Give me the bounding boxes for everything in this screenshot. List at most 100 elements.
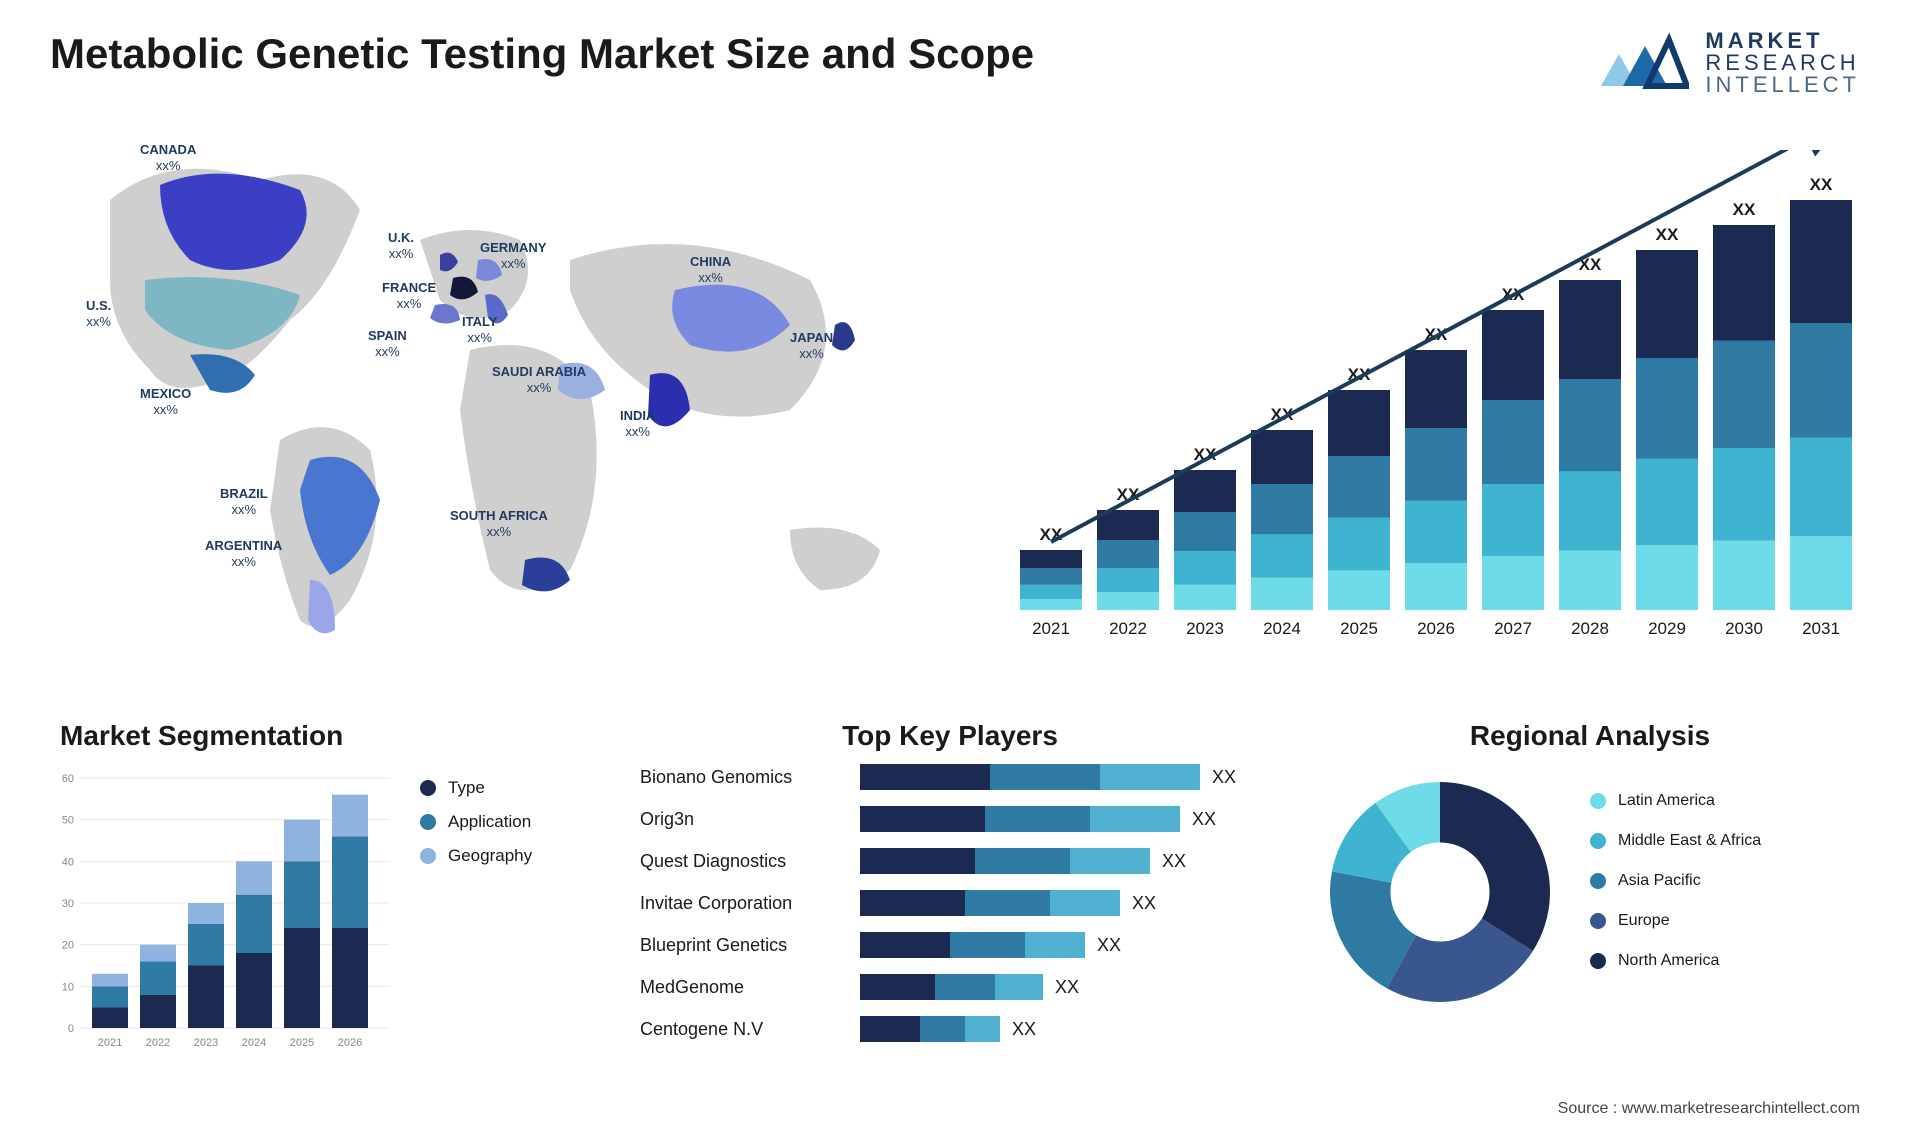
seg-bar-2021-type <box>92 1007 128 1028</box>
map-label-india: INDIAxx% <box>620 408 655 439</box>
logo-text-1: MARKET <box>1705 30 1860 52</box>
main-xaxis-2023: 2023 <box>1186 619 1224 638</box>
kp-value: XX <box>1192 809 1216 830</box>
regional-donut-chart <box>1310 762 1570 1022</box>
regional-analysis-section: Regional Analysis Latin AmericaMiddle Ea… <box>1310 720 1870 1080</box>
svg-text:10: 10 <box>62 981 74 993</box>
segmentation-legend: TypeApplicationGeography <box>420 778 532 880</box>
main-bar-2021-seg3 <box>1020 550 1082 568</box>
regional-legend-europe: Europe <box>1590 912 1761 930</box>
main-bar-2023-seg2 <box>1174 512 1236 551</box>
kp-bar: XX <box>860 764 1260 790</box>
kp-bar: XX <box>860 1016 1260 1042</box>
donut-slice-north-america <box>1440 782 1550 951</box>
seg-bar-2026-geography <box>332 795 368 837</box>
svg-text:2023: 2023 <box>194 1037 218 1049</box>
kp-seg-1 <box>985 806 1090 832</box>
main-bar-2024-seg3 <box>1251 430 1313 484</box>
kp-seg-2 <box>1025 932 1085 958</box>
seg-bar-2026-application <box>332 836 368 928</box>
kp-seg-0 <box>860 764 990 790</box>
key-players-title: Top Key Players <box>640 720 1260 752</box>
kp-row-medgenome: MedGenome XX <box>640 970 1260 1004</box>
kp-seg-2 <box>1100 764 1200 790</box>
seg-bar-2025-geography <box>284 820 320 862</box>
kp-row-blueprint-genetics: Blueprint GeneticsXX <box>640 928 1260 962</box>
main-bar-2030-seg3 <box>1713 225 1775 341</box>
seg-bar-2023-type <box>188 966 224 1029</box>
map-label-saudi-arabia: SAUDI ARABIAxx% <box>492 364 586 395</box>
kp-seg-1 <box>990 764 1100 790</box>
main-bar-2021-seg0 <box>1020 599 1082 610</box>
main-bar-2029-seg3 <box>1636 250 1698 358</box>
kp-value: XX <box>1012 1019 1036 1040</box>
kp-bar: XX <box>860 932 1260 958</box>
kp-label: Quest Diagnostics <box>640 851 860 872</box>
main-bar-2031-seg0 <box>1790 536 1852 610</box>
main-bar-2030-seg0 <box>1713 541 1775 610</box>
main-bar-2029-seg2 <box>1636 358 1698 459</box>
kp-label: Blueprint Genetics <box>640 935 860 956</box>
kp-seg-2 <box>1090 806 1180 832</box>
main-bar-2025-seg2 <box>1328 456 1390 518</box>
kp-label: Invitae Corporation <box>640 893 860 914</box>
svg-text:0: 0 <box>68 1023 74 1035</box>
kp-seg-0 <box>860 932 950 958</box>
seg-bar-2022-application <box>140 961 176 994</box>
kp-seg-2 <box>995 974 1043 1000</box>
main-forecast-bar-chart: XXXXXXXXXXXXXXXXXXXXXX 20212022202320242… <box>1000 150 1860 650</box>
svg-text:40: 40 <box>62 856 74 868</box>
map-label-u-k-: U.K.xx% <box>388 230 414 261</box>
main-bar-2026-seg2 <box>1405 428 1467 501</box>
seg-bar-2024-application <box>236 895 272 953</box>
kp-value: XX <box>1212 767 1236 788</box>
kp-value: XX <box>1162 851 1186 872</box>
kp-seg-1 <box>965 890 1050 916</box>
map-label-china: CHINAxx% <box>690 254 731 285</box>
map-label-south-africa: SOUTH AFRICAxx% <box>450 508 548 539</box>
main-xaxis-2028: 2028 <box>1571 619 1609 638</box>
kp-seg-1 <box>950 932 1025 958</box>
kp-seg-1 <box>975 848 1070 874</box>
kp-seg-0 <box>860 848 975 874</box>
kp-row-quest-diagnostics: Quest Diagnostics XX <box>640 844 1260 878</box>
logo-text-3: INTELLECT <box>1705 74 1860 96</box>
logo-text-2: RESEARCH <box>1705 52 1860 74</box>
main-bar-2022-seg1 <box>1097 568 1159 592</box>
kp-seg-1 <box>935 974 995 1000</box>
seg-bar-2023-geography <box>188 903 224 924</box>
map-country-japan <box>832 322 855 350</box>
main-bar-2027-seg3 <box>1482 310 1544 400</box>
brand-logo-icon <box>1597 32 1689 94</box>
main-bar-2024-seg2 <box>1251 484 1313 534</box>
kp-seg-0 <box>860 806 985 832</box>
map-label-germany: GERMANYxx% <box>480 240 546 271</box>
svg-text:2025: 2025 <box>290 1037 314 1049</box>
kp-bar: XX <box>860 974 1260 1000</box>
main-bar-2023-seg0 <box>1174 585 1236 610</box>
seg-bar-2025-type <box>284 928 320 1028</box>
map-label-france: FRANCExx% <box>382 280 436 311</box>
main-bar-2030-seg2 <box>1713 341 1775 449</box>
kp-value: XX <box>1132 893 1156 914</box>
seg-legend-geography: Geography <box>420 846 532 866</box>
main-bar-2029-seg0 <box>1636 545 1698 610</box>
page-title: Metabolic Genetic Testing Market Size an… <box>50 30 1034 78</box>
svg-text:2022: 2022 <box>146 1037 170 1049</box>
kp-seg-2 <box>965 1016 1000 1042</box>
map-label-italy: ITALYxx% <box>462 314 497 345</box>
kp-seg-0 <box>860 1016 920 1042</box>
main-bar-2024-seg0 <box>1251 578 1313 610</box>
main-bar-2023-seg3 <box>1174 470 1236 512</box>
kp-bar: XX <box>860 890 1260 916</box>
svg-text:20: 20 <box>62 940 74 952</box>
kp-label: MedGenome <box>640 977 860 998</box>
kp-value: XX <box>1055 977 1079 998</box>
main-bar-2028-seg2 <box>1559 379 1621 471</box>
main-xaxis-2029: 2029 <box>1648 619 1686 638</box>
regional-legend-middle-east---africa: Middle East & Africa <box>1590 832 1761 850</box>
kp-bar: XX <box>860 806 1260 832</box>
main-bar-2029-seg1 <box>1636 459 1698 545</box>
regional-legend-latin-america: Latin America <box>1590 792 1761 810</box>
seg-bar-2024-geography <box>236 861 272 894</box>
